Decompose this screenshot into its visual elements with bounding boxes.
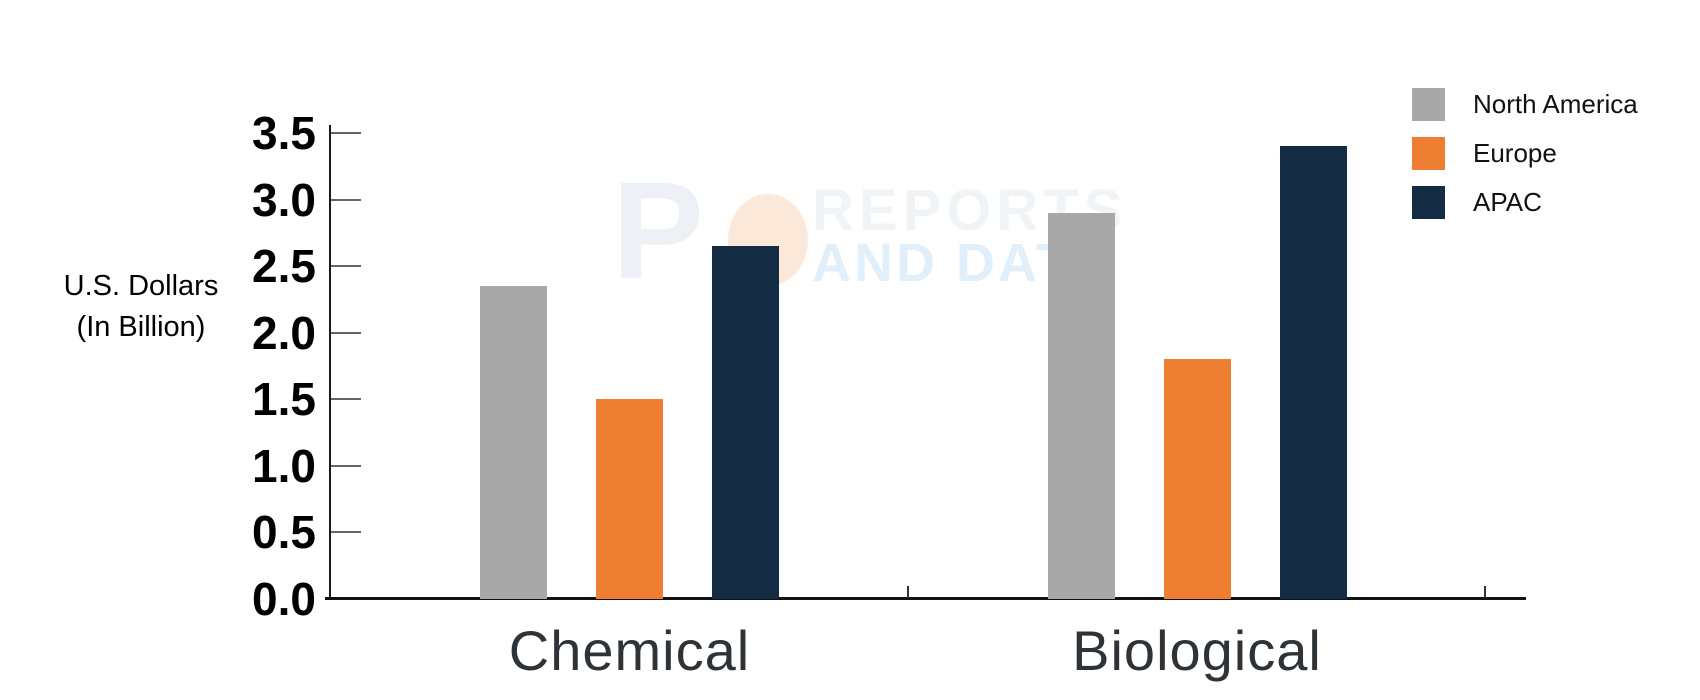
- y-axis-title-line1: U.S. Dollars: [63, 270, 219, 302]
- legend-label: Europe: [1473, 138, 1557, 168]
- y-tick-label: 2.0: [252, 306, 316, 359]
- legend-item-europe: Europe: [1412, 137, 1557, 170]
- legend-swatch-north-america: [1412, 88, 1445, 121]
- y-tick-mark: [331, 398, 361, 401]
- x-tick-mark: [907, 586, 909, 598]
- y-tick-label: 0.5: [252, 506, 316, 559]
- watermark-logo-p-icon: P: [612, 154, 705, 308]
- bar-biological-europe: [1163, 359, 1231, 599]
- y-tick-mark: [331, 132, 361, 134]
- bar-biological-apac: [1279, 146, 1347, 599]
- bar-chemical-north-america: [480, 286, 547, 599]
- y-axis-title: U.S. Dollars (In Billion): [38, 266, 244, 348]
- y-tick-label: 3.5: [252, 107, 316, 159]
- y-tick-label: 3.0: [252, 173, 316, 226]
- y-tick-label: 2.5: [252, 240, 316, 293]
- y-axis-line: [329, 125, 331, 599]
- y-tick-mark: [331, 265, 361, 268]
- x-category-label-chemical: Chemical: [508, 619, 751, 682]
- legend-item-north-america: North America: [1412, 88, 1638, 121]
- legend-item-apac: APAC: [1412, 186, 1542, 219]
- x-tick-mark: [1484, 586, 1486, 598]
- bar-chemical-apac: [712, 246, 779, 599]
- y-tick-label: 1.5: [252, 373, 316, 426]
- bar-biological-north-america: [1047, 212, 1115, 599]
- y-tick-label: 0.0: [252, 573, 316, 625]
- legend-label: APAC: [1473, 187, 1542, 217]
- y-tick-label: 1.0: [252, 439, 316, 492]
- y-axis-title-line2: (In Billion): [76, 311, 206, 343]
- bar-chemical-europe: [596, 399, 663, 599]
- y-tick-mark: [331, 531, 361, 534]
- legend-swatch-europe: [1412, 137, 1445, 170]
- y-tick-mark: [331, 464, 361, 467]
- legend-label: North America: [1473, 89, 1638, 119]
- y-tick-mark: [331, 198, 361, 201]
- x-category-label-biological: Biological: [1072, 619, 1322, 682]
- x-axis-line: [325, 597, 1526, 600]
- legend-swatch-apac: [1412, 186, 1445, 219]
- y-tick-mark: [331, 331, 361, 334]
